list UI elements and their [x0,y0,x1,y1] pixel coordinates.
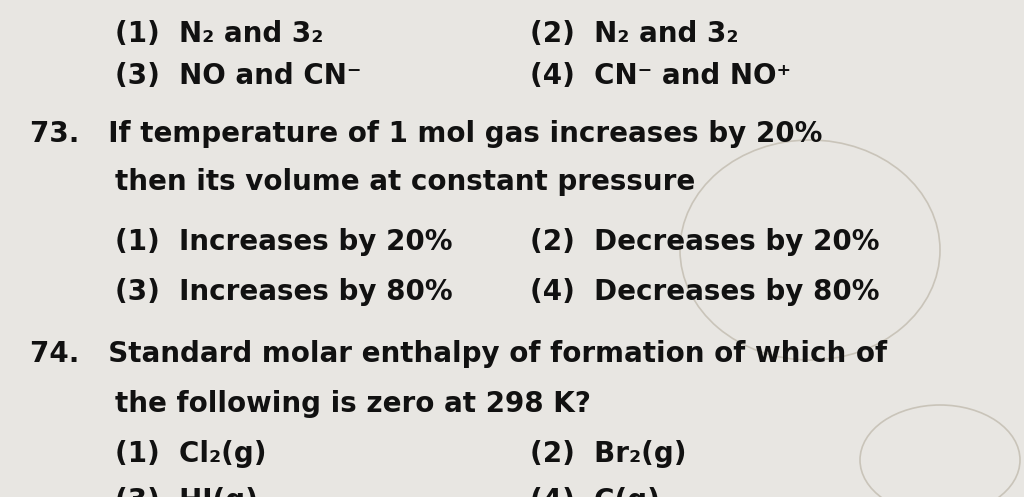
Text: (4)  C(g): (4) C(g) [530,487,659,497]
Text: (3)  NO and CN⁻: (3) NO and CN⁻ [115,62,361,90]
Text: (3)  HI(g): (3) HI(g) [115,487,258,497]
Text: 74.   Standard molar enthalpy of formation of which of: 74. Standard molar enthalpy of formation… [30,340,887,368]
Text: (2)  Decreases by 20%: (2) Decreases by 20% [530,228,880,256]
Text: then its volume at constant pressure: then its volume at constant pressure [115,168,695,196]
Text: (2)  N₂ and 3₂: (2) N₂ and 3₂ [530,20,738,48]
Text: (1)  Cl₂(g): (1) Cl₂(g) [115,440,266,468]
Text: (1)  Increases by 20%: (1) Increases by 20% [115,228,453,256]
Text: (4)  Decreases by 80%: (4) Decreases by 80% [530,278,880,306]
Text: (2)  Br₂(g): (2) Br₂(g) [530,440,686,468]
Text: (4)  CN⁻ and NO⁺: (4) CN⁻ and NO⁺ [530,62,792,90]
Text: the following is zero at 298 K?: the following is zero at 298 K? [115,390,591,418]
Text: (3)  Increases by 80%: (3) Increases by 80% [115,278,453,306]
Text: 73.   If temperature of 1 mol gas increases by 20%: 73. If temperature of 1 mol gas increase… [30,120,822,148]
Text: (1)  N₂ and 3₂: (1) N₂ and 3₂ [115,20,324,48]
